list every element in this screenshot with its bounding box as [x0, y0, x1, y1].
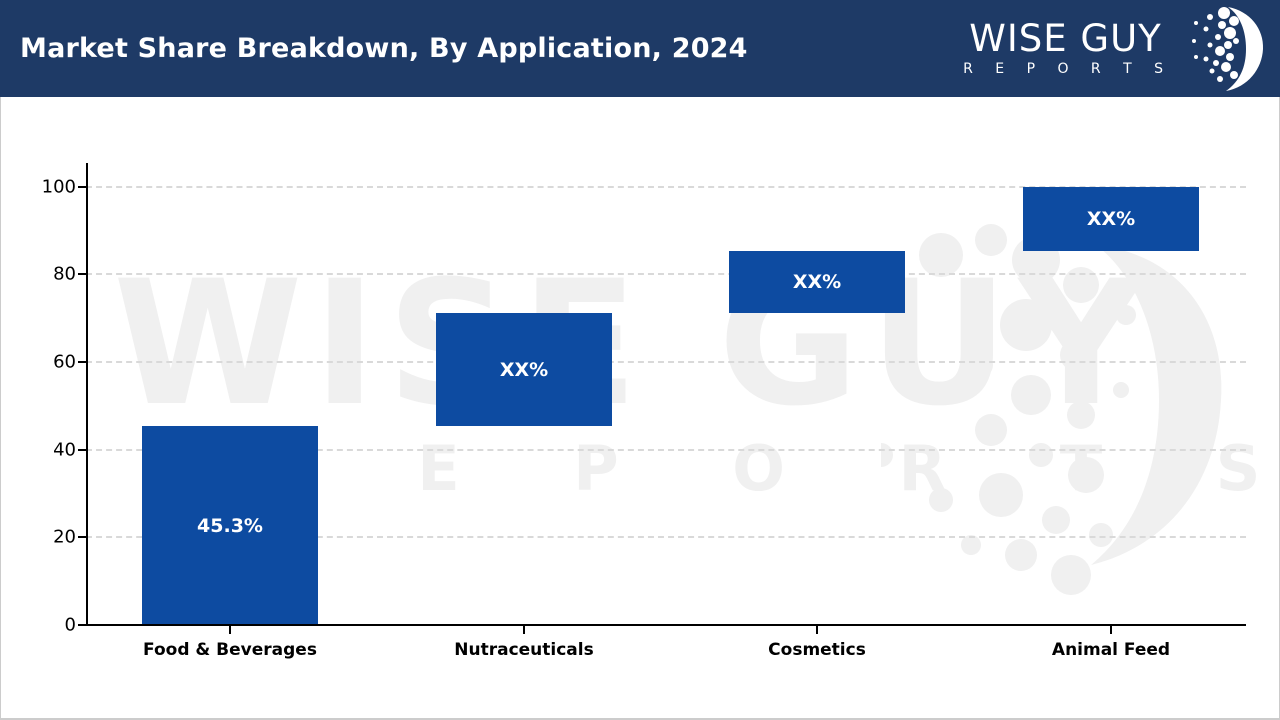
bar-cosmetics [729, 250, 905, 314]
y-tick-label: 80 [53, 263, 76, 285]
gridline-100 [86, 185, 1246, 188]
bar-nutraceuticals [436, 313, 612, 427]
y-axis-line [86, 163, 88, 626]
bar-food-beverages [142, 426, 318, 625]
watermark-wordmark: WISE GUY [113, 243, 1154, 444]
header: Market Share Breakdown, By Application, … [0, 0, 1280, 97]
x-axis-label-nutraceuticals: Nutraceuticals [454, 640, 594, 660]
x-axis-label-cosmetics: Cosmetics [768, 640, 866, 660]
y-tick-label: 20 [53, 526, 76, 548]
x-tick-mark [816, 626, 818, 634]
page-title: Market Share Breakdown, By Application, … [20, 33, 748, 64]
bar-value-label: XX% [1086, 207, 1136, 230]
y-tick-mark [78, 273, 86, 276]
brand-logo-text: WISE GUY R E P O R T S [959, 20, 1172, 77]
y-tick-mark [78, 360, 86, 363]
y-tick-label: 60 [53, 351, 76, 373]
y-tick-label: 0 [64, 614, 76, 636]
bar-value-label: XX% [792, 271, 842, 294]
logo-subtitle: R E P O R T S [963, 61, 1172, 77]
y-tick-mark [78, 448, 86, 451]
gridline-20 [86, 536, 1246, 539]
x-axis-label-food-beverages: Food & Beverages [143, 640, 317, 660]
x-tick-mark [229, 626, 231, 634]
x-tick-mark [1110, 626, 1112, 634]
watermark-head-icon [881, 224, 1222, 595]
x-tick-mark [523, 626, 525, 634]
y-tick-label: 40 [53, 439, 76, 461]
x-axis-label-animal-feed: Animal Feed [1051, 640, 1171, 660]
gridline-40 [86, 448, 1246, 451]
y-tick-mark [78, 536, 86, 539]
y-tick-mark [78, 624, 86, 626]
bar-value-label: 45.3% [197, 514, 263, 537]
logo-wordmark: WISE GUY [969, 17, 1162, 60]
x-axis-line [86, 624, 1246, 626]
y-tick-mark [78, 185, 86, 188]
y-tick-label: 100 [41, 176, 76, 197]
gridline-60 [86, 360, 1246, 363]
bar-animal-feed [1023, 186, 1199, 251]
dotted-head-profile-icon [1192, 6, 1264, 91]
bar-value-label: XX% [499, 358, 549, 381]
brand-logo: WISE GUY R E P O R T S [959, 5, 1266, 93]
gridline-80 [86, 273, 1246, 276]
